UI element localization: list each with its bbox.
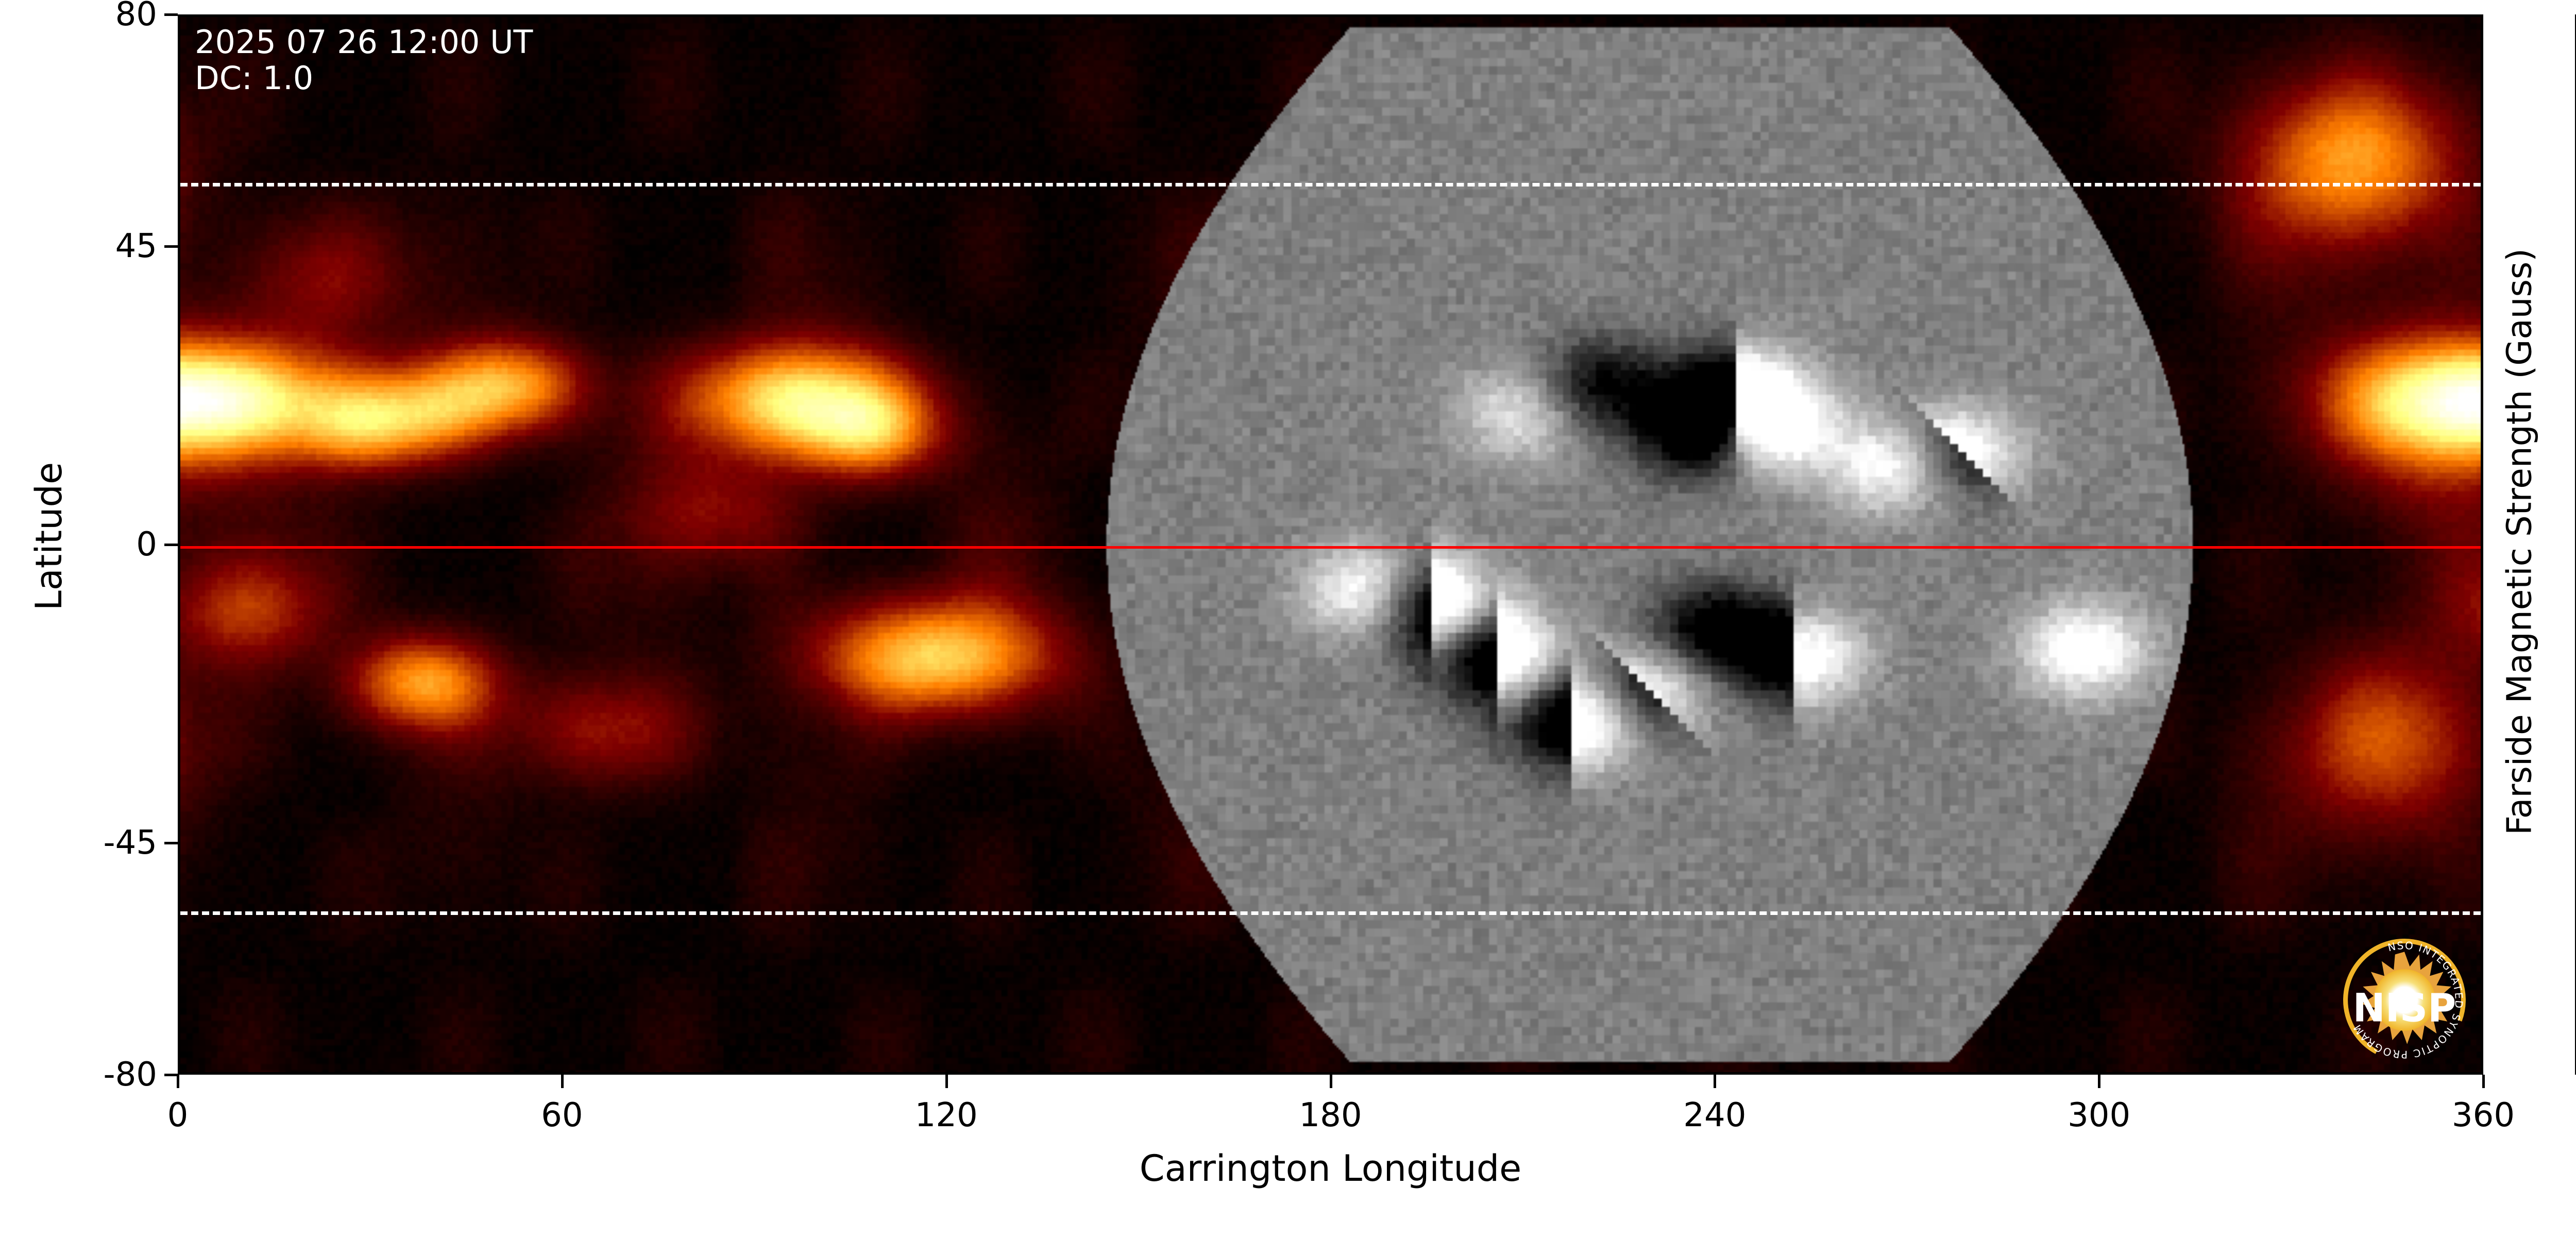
y-tick-mark [164,1074,178,1076]
synoptic-map-axes: 2025 07 26 12:00 UT DC: 1.0 NSO INTEGRA [178,14,2483,1075]
logo-outer-ring [2343,939,2466,1061]
farside-colorbar-title: Farside Magnetic Strength (Gauss) [2499,248,2539,836]
x-tick-label: 300 [2067,1096,2131,1134]
x-tick-label: 0 [167,1096,189,1134]
y-tick-label: -45 [103,823,157,862]
farside-colorbar [2575,14,2576,1075]
logo-sun-corona [2361,952,2453,1044]
x-tick-label: 360 [2451,1096,2515,1134]
y-tick-mark [164,245,178,248]
y-tick-label: -80 [103,1056,157,1094]
y-tick-mark [164,544,178,546]
y-tick-mark [164,13,178,16]
x-tick-mark [177,1075,179,1088]
y-tick-label: 45 [115,227,157,266]
x-tick-mark [945,1075,948,1088]
y-axis-title: Latitude [28,462,70,611]
nisp-logo: NSO INTEGRATED SYNOPTIC PROGRAM NISP [2343,939,2466,1061]
x-tick-mark [1714,1075,1717,1088]
y-tick-mark [164,841,178,844]
latitude-limit-line-north [180,182,2481,186]
timestamp-label: 2025 07 26 12:00 UT [195,23,533,61]
magnetic-map-image [180,17,2481,1072]
y-tick-label: 0 [136,525,157,564]
x-tick-mark [2098,1075,2101,1088]
duty-cycle-label: DC: 1.0 [195,59,314,97]
x-tick-label: 60 [541,1096,583,1134]
x-tick-label: 180 [1299,1096,1362,1134]
x-tick-mark [561,1075,564,1088]
logo-acronym: NISP [2353,986,2456,1031]
y-tick-label: 80 [115,0,157,33]
latitude-limit-line-south [180,911,2481,915]
x-tick-mark [1329,1075,1332,1088]
x-tick-label: 120 [914,1096,978,1134]
map-annotation: 2025 07 26 12:00 UT DC: 1.0 [195,24,533,96]
x-tick-label: 240 [1683,1096,1747,1134]
equator-line [180,546,2481,549]
x-tick-mark [2482,1075,2485,1088]
x-axis-title: Carrington Longitude [1139,1147,1522,1190]
